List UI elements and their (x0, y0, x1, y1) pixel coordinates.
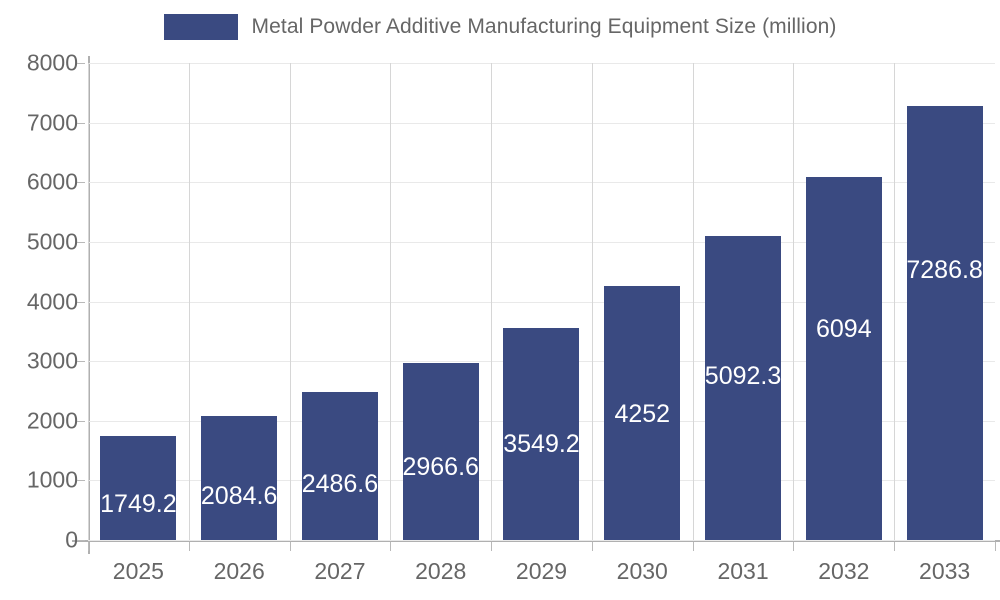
plot-area: 1749.2 2084.6 2486.6 2966.6 3549.2 4252 5092.3… (88, 63, 995, 541)
bar-group[interactable]: 7286.8 (894, 63, 995, 540)
bar[interactable] (503, 328, 580, 540)
bar-group[interactable]: 2486.6 (290, 63, 391, 540)
x-axis-tick-mark (793, 542, 795, 551)
y-axis-tick-label: 5000 (26, 228, 78, 255)
y-axis-tick-mark (77, 480, 85, 482)
bar[interactable] (201, 415, 278, 540)
y-axis-tick-label: 0 (65, 526, 78, 553)
bar-value-label: 2084.6 (200, 481, 278, 510)
x-axis-tick-mark (390, 542, 392, 551)
bar[interactable] (705, 236, 782, 540)
bar[interactable] (604, 286, 681, 540)
y-axis-tick-label: 3000 (26, 347, 78, 374)
x-axis-tick-label: 2028 (415, 558, 467, 584)
x-axis-tick-label: 2030 (616, 558, 668, 584)
bar-group[interactable]: 2966.6 (390, 63, 491, 540)
legend-swatch-series-1 (163, 14, 238, 40)
x-axis-tick-label: 2027 (314, 558, 366, 584)
bar[interactable] (906, 105, 983, 540)
bar-group[interactable]: 1749.2 (88, 63, 189, 540)
legend-label-series-1: Metal Powder Additive Manufacturing Equi… (251, 15, 837, 38)
y-axis-tick-mark (77, 540, 85, 541)
bar-value-label: 1749.2 (100, 489, 177, 518)
bar-group[interactable]: 2084.6 (189, 63, 290, 540)
bar-series-container: 1749.2 2084.6 2486.6 2966.6 3549.2 4252 5092.3… (88, 63, 995, 540)
bar[interactable] (805, 176, 882, 540)
y-axis-tick-mark (77, 241, 85, 243)
x-axis-tick-label: 2032 (818, 558, 870, 584)
x-axis-tick-mark (88, 542, 89, 551)
y-axis-tick-mark (77, 420, 85, 422)
bar-value-label: 7286.8 (906, 255, 983, 284)
y-axis-tick-label: 1000 (26, 466, 78, 493)
x-axis-line (72, 540, 1000, 542)
bar-value-label: 6094 (816, 314, 872, 343)
x-axis-tick-mark (995, 542, 996, 551)
bar[interactable] (402, 363, 479, 540)
y-axis-tick-label: 7000 (26, 109, 78, 136)
x-axis-tick-label: 2031 (717, 558, 769, 584)
y-axis-line (88, 56, 90, 554)
chart-legend: Metal Powder Additive Manufacturing Equi… (0, 10, 1000, 44)
y-axis-tick-mark (77, 301, 85, 303)
x-axis-tick-mark (188, 542, 190, 551)
y-axis-tick-mark (77, 122, 85, 124)
x-axis-tick-label: 2029 (515, 558, 568, 584)
bar-value-label: 2966.6 (402, 453, 479, 482)
x-axis-tick-label: 2026 (213, 558, 265, 584)
y-axis-tick-label: 6000 (26, 168, 78, 195)
bar-value-label: 5092.3 (704, 362, 782, 391)
x-axis-tick-label: 2025 (112, 558, 164, 584)
bar-group[interactable]: 4252 (592, 63, 693, 540)
x-axis-tick-mark (491, 542, 493, 551)
x-axis-tick-mark (894, 542, 896, 551)
x-axis-tick-label: 2033 (919, 558, 971, 584)
y-axis-tick-mark (77, 361, 85, 363)
bar-value-label: 4252 (614, 400, 671, 429)
y-axis-tick-label: 4000 (26, 288, 78, 314)
bar-value-label: 3549.2 (503, 430, 580, 459)
y-axis-tick-mark (77, 63, 85, 64)
x-axis-tick-mark (289, 542, 291, 551)
x-axis-tick-mark (591, 542, 593, 551)
y-axis-tick-label: 8000 (26, 49, 78, 76)
y-axis-tick-label: 2000 (26, 407, 78, 434)
bar-group[interactable]: 6094 (793, 63, 894, 540)
y-axis-tick-mark (77, 182, 85, 184)
bar-value-label: 2486.6 (301, 469, 379, 498)
bar[interactable] (100, 435, 177, 540)
bar-group[interactable]: 3549.2 (491, 63, 592, 540)
bar[interactable] (301, 391, 378, 540)
bar-group[interactable]: 5092.3 (693, 63, 794, 540)
x-axis-tick-mark (692, 542, 694, 551)
